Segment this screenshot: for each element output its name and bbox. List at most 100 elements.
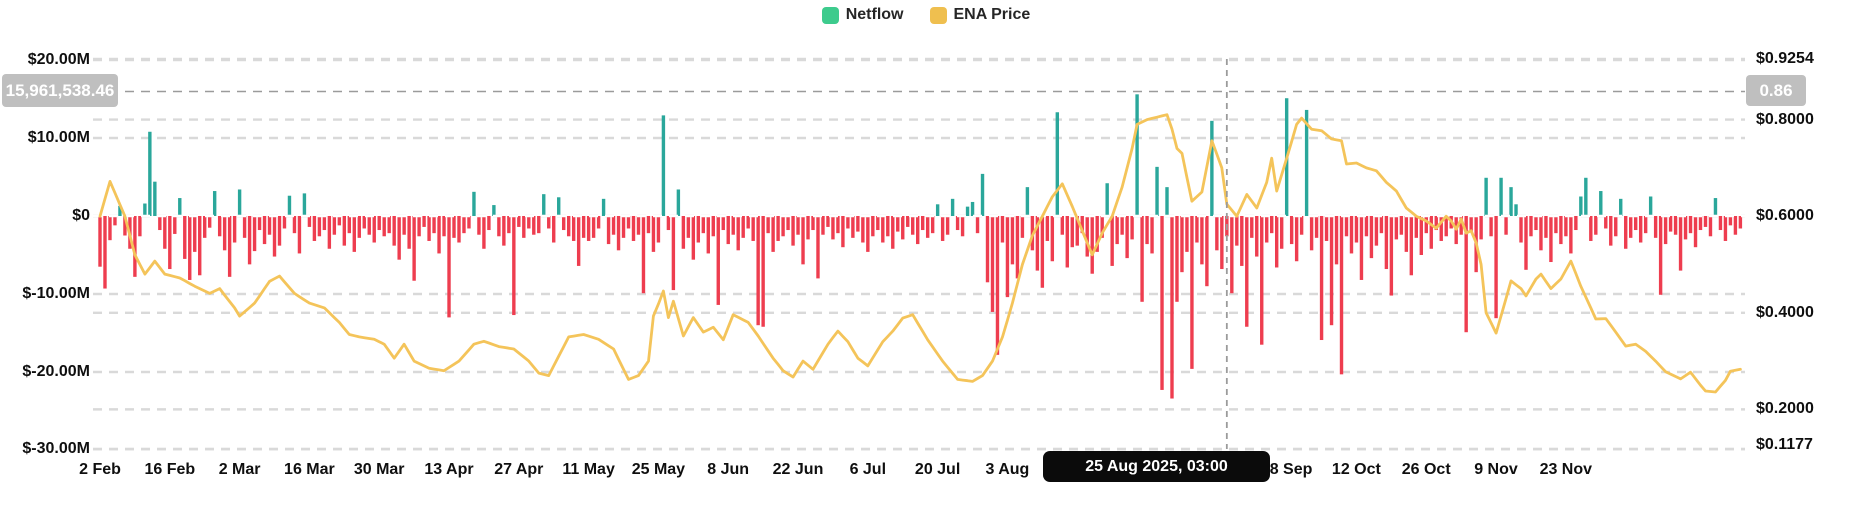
netflow-bar[interactable] xyxy=(1135,94,1139,216)
netflow-bar[interactable] xyxy=(272,216,277,257)
netflow-bar[interactable] xyxy=(482,216,486,249)
netflow-bar[interactable] xyxy=(1359,216,1364,280)
netflow-bar[interactable] xyxy=(651,216,656,252)
netflow-bar[interactable] xyxy=(646,216,651,234)
netflow-bar[interactable] xyxy=(357,216,361,238)
netflow-bar[interactable] xyxy=(1339,216,1344,375)
netflow-bar[interactable] xyxy=(452,216,456,238)
netflow-bar[interactable] xyxy=(1170,216,1174,399)
netflow-bar[interactable] xyxy=(1579,196,1583,217)
netflow-bar[interactable] xyxy=(681,216,686,249)
netflow-bar[interactable] xyxy=(945,216,950,235)
netflow-bar[interactable] xyxy=(1708,216,1713,237)
netflow-bar[interactable] xyxy=(432,216,436,234)
netflow-bar[interactable] xyxy=(1414,216,1419,238)
netflow-bar[interactable] xyxy=(203,216,207,238)
netflow-bar[interactable] xyxy=(1020,216,1025,238)
netflow-bar[interactable] xyxy=(935,204,940,216)
netflow-bar[interactable] xyxy=(138,216,142,237)
netflow-bar[interactable] xyxy=(1584,177,1588,216)
netflow-bar[interactable] xyxy=(252,216,257,252)
netflow-bar[interactable] xyxy=(1190,216,1194,369)
netflow-bar[interactable] xyxy=(1529,216,1533,237)
netflow-bar[interactable] xyxy=(507,216,511,234)
netflow-bar[interactable] xyxy=(1504,216,1508,235)
netflow-bar[interactable] xyxy=(1005,216,1010,298)
netflow-bar[interactable] xyxy=(392,216,396,246)
netflow-bar[interactable] xyxy=(158,216,162,231)
legend-item-netflow[interactable]: Netflow xyxy=(821,6,904,24)
netflow-bar[interactable] xyxy=(995,216,1000,355)
netflow-bar[interactable] xyxy=(287,195,292,216)
netflow-bar[interactable] xyxy=(1210,120,1214,216)
netflow-bar[interactable] xyxy=(1484,177,1488,216)
netflow-bar[interactable] xyxy=(706,216,710,254)
netflow-bar[interactable] xyxy=(1633,216,1638,231)
netflow-bar[interactable] xyxy=(472,191,476,216)
netflow-bar[interactable] xyxy=(557,197,561,216)
netflow-bar[interactable] xyxy=(417,216,421,237)
netflow-bar[interactable] xyxy=(846,216,850,229)
netflow-bar[interactable] xyxy=(781,216,785,237)
netflow-bar[interactable] xyxy=(1324,216,1329,241)
netflow-bar[interactable] xyxy=(1604,216,1608,229)
netflow-bar[interactable] xyxy=(796,216,800,235)
netflow-bar[interactable] xyxy=(591,216,596,238)
netflow-bar[interactable] xyxy=(891,216,895,249)
netflow-bar[interactable] xyxy=(1509,187,1513,216)
netflow-bar[interactable] xyxy=(1060,216,1064,235)
netflow-bar[interactable] xyxy=(876,216,880,231)
netflow-bar[interactable] xyxy=(1215,216,1219,251)
netflow-bar[interactable] xyxy=(1125,216,1129,259)
netflow-bar[interactable] xyxy=(916,216,920,245)
netflow-bar[interactable] xyxy=(656,216,661,243)
netflow-bar[interactable] xyxy=(906,216,910,227)
netflow-bar[interactable] xyxy=(641,216,646,294)
netflow-bar[interactable] xyxy=(806,216,810,240)
netflow-bar[interactable] xyxy=(581,216,586,238)
netflow-bar[interactable] xyxy=(871,216,875,237)
netflow-bar[interactable] xyxy=(1045,216,1050,241)
netflow-bar[interactable] xyxy=(447,216,451,318)
netflow-bar[interactable] xyxy=(1678,216,1683,271)
netflow-bar[interactable] xyxy=(1673,216,1678,235)
netflow-bar[interactable] xyxy=(1314,216,1319,238)
netflow-bar[interactable] xyxy=(183,216,187,259)
netflow-bar[interactable] xyxy=(731,216,735,235)
netflow-bar[interactable] xyxy=(1614,216,1618,237)
netflow-bar[interactable] xyxy=(1658,216,1663,295)
netflow-bar[interactable] xyxy=(1544,216,1548,238)
netflow-bar[interactable] xyxy=(1384,216,1389,270)
netflow-bar[interactable] xyxy=(98,216,102,267)
netflow-bar[interactable] xyxy=(671,216,676,291)
netflow-bar[interactable] xyxy=(586,216,591,241)
netflow-bar[interactable] xyxy=(881,216,885,243)
netflow-bar[interactable] xyxy=(1270,216,1274,234)
netflow-bar[interactable] xyxy=(1519,216,1523,243)
netflow-bar[interactable] xyxy=(123,216,127,236)
netflow-bar[interactable] xyxy=(512,216,516,316)
netflow-bar[interactable] xyxy=(1120,216,1124,235)
netflow-bar[interactable] xyxy=(542,194,546,216)
netflow-bar[interactable] xyxy=(636,216,641,235)
netflow-bar[interactable] xyxy=(1698,216,1703,231)
netflow-bar[interactable] xyxy=(1424,216,1428,234)
netflow-bar[interactable] xyxy=(601,198,606,216)
netflow-bar[interactable] xyxy=(831,216,835,240)
legend-item-ena-price[interactable]: ENA Price xyxy=(929,6,1030,24)
netflow-bar[interactable] xyxy=(442,216,446,237)
netflow-bar[interactable] xyxy=(1344,216,1349,237)
netflow-bar[interactable] xyxy=(896,216,900,232)
netflow-bar[interactable] xyxy=(741,216,745,238)
netflow-bar[interactable] xyxy=(402,216,406,235)
netflow-bar[interactable] xyxy=(1240,216,1244,266)
netflow-bar[interactable] xyxy=(1629,216,1633,238)
netflow-bar[interactable] xyxy=(297,216,302,254)
netflow-bar[interactable] xyxy=(232,216,237,243)
netflow-bar[interactable] xyxy=(1653,216,1658,238)
netflow-bar[interactable] xyxy=(686,216,691,238)
netflow-bar[interactable] xyxy=(227,216,232,277)
netflow-bar[interactable] xyxy=(1599,191,1603,216)
netflow-bar[interactable] xyxy=(1559,216,1563,245)
